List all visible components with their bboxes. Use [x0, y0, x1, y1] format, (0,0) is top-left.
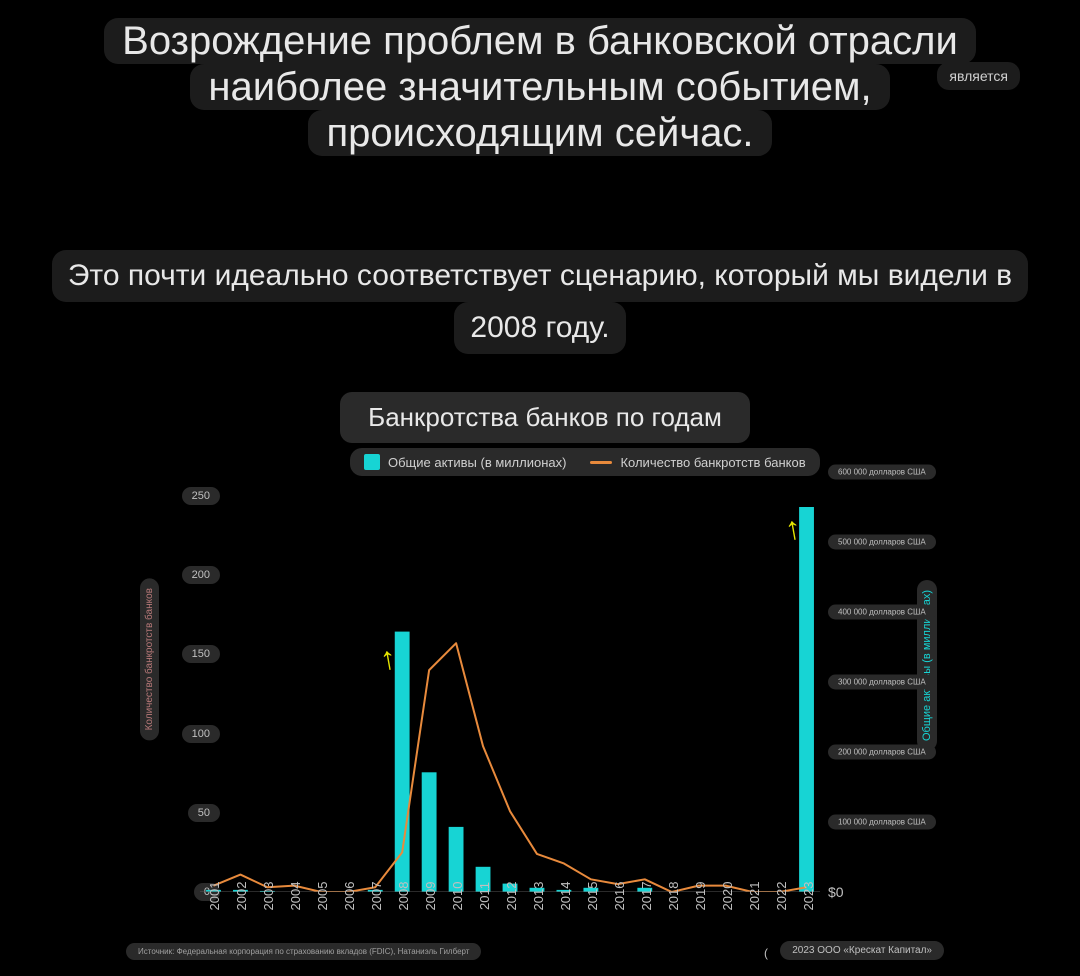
y-right-tick-label: 600 000 долларов США: [828, 465, 936, 480]
title-line-2: наиболее значительным событием,: [190, 64, 889, 110]
subtitle-line-1: Это почти идеально соответствует сценари…: [52, 250, 1028, 302]
x-tick-label: 2022: [774, 882, 789, 911]
x-tick-label: 2019: [693, 882, 708, 911]
y-right-tick-label: 200 000 долларов США: [828, 745, 936, 760]
page-root: является Возрождение проблем в банковско…: [0, 0, 1080, 976]
x-tick-label: 2003: [261, 882, 276, 911]
chart-title: Банкротства банков по годам: [340, 392, 750, 443]
x-tick-label: 2017: [639, 882, 654, 911]
x-tick-label: 2004: [288, 882, 303, 911]
y-right-tick-label: 400 000 долларов США: [828, 605, 936, 620]
failures-line: [213, 643, 806, 892]
legend-item-failures: Количество банкротств банков: [590, 455, 805, 470]
x-tick-label: 2012: [504, 882, 519, 911]
x-tick-label: 2007: [369, 882, 384, 911]
x-tick-label: 2014: [558, 882, 573, 911]
x-ticks: 2001200220032004200520062007200820092010…: [200, 896, 820, 946]
x-tick-label: 2011: [477, 882, 492, 910]
subtitle-line-2: 2008 году.: [454, 302, 625, 354]
footer-paren: (: [764, 946, 768, 960]
x-tick-label: 2010: [450, 882, 465, 911]
y-right-tick-label: 300 000 долларов США: [828, 675, 936, 690]
x-tick-label: 2023: [801, 882, 816, 911]
x-tick-label: 2008: [396, 882, 411, 911]
y-left-axis-label: Количество банкротств банков: [140, 578, 159, 740]
footer-source: Источник: Федеральная корпорация по стра…: [126, 943, 481, 960]
footer-copyright: 2023 ООО «Крескат Капитал»: [780, 941, 944, 960]
x-tick-label: 2005: [315, 882, 330, 911]
y-right-zero-label: $0: [828, 884, 844, 900]
x-tick-label: 2020: [720, 882, 735, 911]
x-tick-label: 2002: [234, 882, 249, 911]
legend-label-assets: Общие активы (в миллионах): [388, 455, 566, 470]
x-tick-label: 2001: [207, 882, 222, 911]
chart-area: [200, 472, 820, 892]
title-block: Возрождение проблем в банковской отрасли…: [0, 18, 1080, 156]
x-tick-label: 2021: [747, 882, 762, 911]
chart-svg: [200, 472, 820, 892]
legend-label-failures: Количество банкротств банков: [620, 455, 805, 470]
x-tick-label: 2006: [342, 882, 357, 911]
legend-swatch-bar-icon: [364, 454, 380, 470]
subtitle-block: Это почти идеально соответствует сценари…: [0, 250, 1080, 354]
y-right-tick-label: 500 000 долларов США: [828, 535, 936, 550]
legend-item-assets: Общие активы (в миллионах): [364, 454, 566, 470]
legend-swatch-line-icon: [590, 461, 612, 464]
x-tick-label: 2009: [423, 882, 438, 911]
x-tick-label: 2013: [531, 882, 546, 911]
x-tick-label: 2016: [612, 882, 627, 911]
bar: [799, 507, 814, 892]
x-tick-label: 2015: [585, 882, 600, 911]
bar: [422, 772, 437, 892]
x-tick-label: 2018: [666, 882, 681, 911]
y-right-ticks: 100 000 долларов США 200 000 долларов США…: [828, 472, 948, 892]
title-line-3: происходящим сейчас.: [308, 110, 771, 156]
y-right-tick-label: 100 000 долларов США: [828, 815, 936, 830]
title-line-1: Возрождение проблем в банковской отрасли: [104, 18, 976, 64]
